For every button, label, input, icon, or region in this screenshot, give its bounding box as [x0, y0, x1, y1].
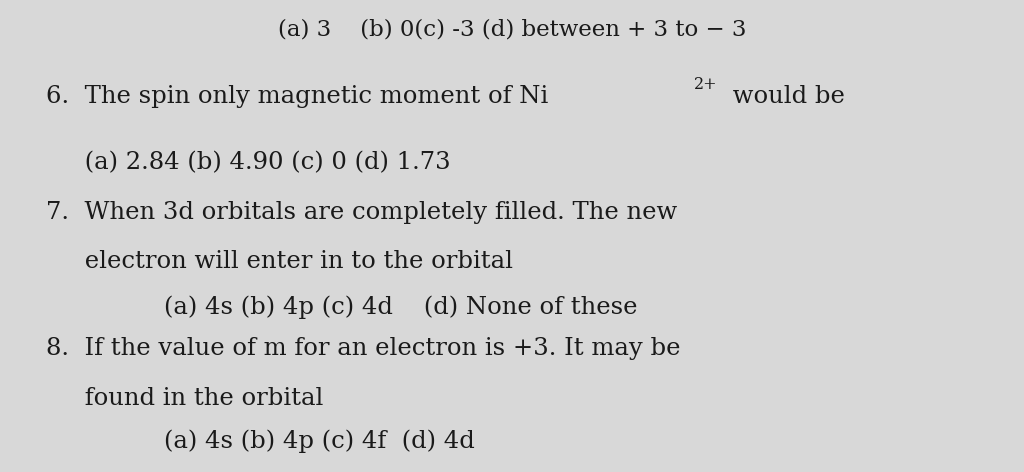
Text: electron will enter in to the orbital: electron will enter in to the orbital — [46, 250, 513, 273]
Text: would be: would be — [725, 85, 845, 108]
Text: found in the orbital: found in the orbital — [46, 387, 324, 410]
Text: 6.  The spin only magnetic moment of Ni: 6. The spin only magnetic moment of Ni — [46, 85, 548, 108]
Text: (a) 4s (b) 4p (c) 4f  (d) 4d: (a) 4s (b) 4p (c) 4f (d) 4d — [164, 430, 474, 453]
Text: (a) 3    (b) 0(c) -3 (d) between + 3 to − 3: (a) 3 (b) 0(c) -3 (d) between + 3 to − 3 — [278, 19, 746, 41]
Text: (a) 2.84 (b) 4.90 (c) 0 (d) 1.73: (a) 2.84 (b) 4.90 (c) 0 (d) 1.73 — [46, 151, 451, 174]
Text: 2+: 2+ — [694, 76, 718, 93]
Text: (a) 4s (b) 4p (c) 4d    (d) None of these: (a) 4s (b) 4p (c) 4d (d) None of these — [164, 295, 637, 319]
Text: 7.  When 3d orbitals are completely filled. The new: 7. When 3d orbitals are completely fille… — [46, 201, 677, 224]
Text: 8.  If the value of m for an electron is +3. It may be: 8. If the value of m for an electron is … — [46, 337, 681, 361]
